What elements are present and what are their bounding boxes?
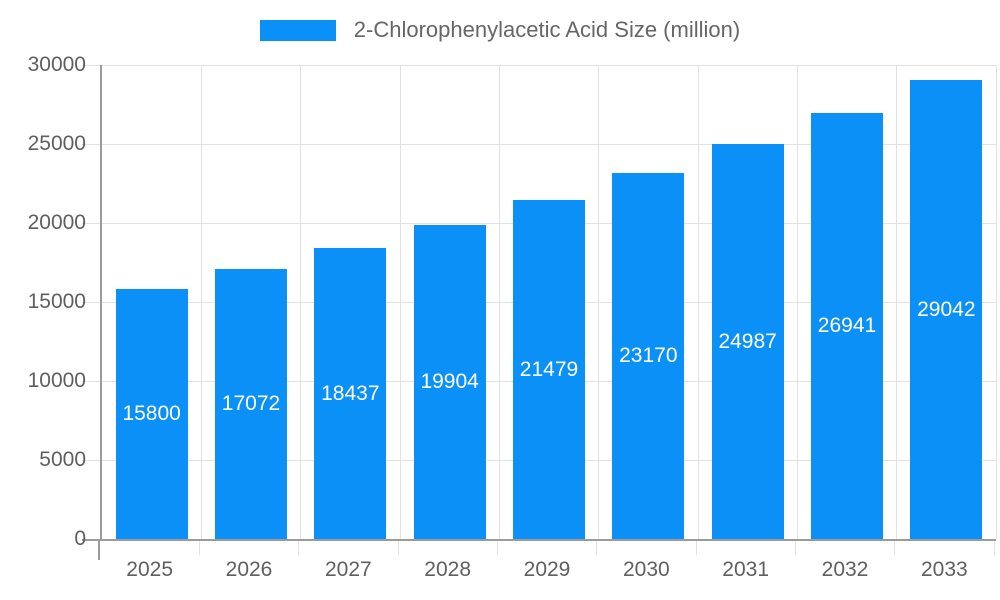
x-axis-tick <box>98 541 100 560</box>
x-tick-label-2030: 2030 <box>622 558 670 581</box>
gridline-vertical <box>200 65 202 539</box>
y-axis-tick <box>82 459 100 461</box>
y-tick-label: 25000 <box>27 132 86 155</box>
y-tick-label: 10000 <box>27 369 86 392</box>
plot-area: 15800 17072 18437 19904 21479 23170 24987 26941… <box>100 64 997 541</box>
bar-2029[interactable]: 21479 <box>513 200 585 539</box>
x-tick-label-2029: 2029 <box>523 558 571 581</box>
x-axis-tick <box>298 541 300 555</box>
y-tick-label: 15000 <box>27 290 86 313</box>
bar-value-label: 21479 <box>519 357 579 381</box>
x-tick-label-2026: 2026 <box>225 558 273 581</box>
chart-legend[interactable]: 2-Chlorophenylacetic Acid Size (million) <box>0 17 1000 43</box>
gridline-vertical <box>995 65 997 539</box>
bar-value-label: 19904 <box>420 370 479 393</box>
y-axis-tick <box>82 143 100 145</box>
x-tick-label-2025: 2025 <box>126 558 174 581</box>
x-axis-tick <box>596 541 598 555</box>
bar-2028[interactable]: 19904 <box>413 225 486 539</box>
x-tick-label-2032: 2032 <box>821 558 869 581</box>
bar-2027[interactable]: 18437 <box>314 248 387 539</box>
x-tick-label-2033: 2033 <box>920 558 968 581</box>
x-axis-tick <box>198 541 200 555</box>
y-tick-label: 5000 <box>39 448 86 471</box>
gridline-horizontal <box>102 143 996 145</box>
x-tick-label-2031: 2031 <box>722 558 770 581</box>
y-tick-label: 30000 <box>27 53 86 76</box>
bar-value-label: 26941 <box>817 314 877 337</box>
y-axis-tick <box>82 301 100 303</box>
x-axis-tick <box>695 541 697 555</box>
bar-2033[interactable]: 29042 <box>910 80 983 539</box>
bar-value-label: 15800 <box>122 402 181 425</box>
y-axis-tick <box>82 64 100 66</box>
y-axis-tick <box>82 222 100 224</box>
bar-value-label: 17072 <box>221 392 281 415</box>
bar-value-label: 24987 <box>718 329 777 353</box>
x-axis-tick <box>993 541 995 555</box>
x-axis-tick <box>496 541 498 555</box>
bar-2030[interactable]: 23170 <box>612 173 685 539</box>
gridline-vertical <box>399 65 401 539</box>
gridline-vertical <box>896 65 898 539</box>
x-axis-tick <box>397 541 399 555</box>
bar-value-label: 29042 <box>917 297 976 321</box>
gridline-vertical <box>498 65 500 539</box>
gridline-horizontal <box>102 64 996 66</box>
gridline-vertical <box>300 65 302 539</box>
legend-label: 2-Chlorophenylacetic Acid Size (million) <box>353 17 741 42</box>
bar-2031[interactable]: 24987 <box>711 144 784 539</box>
gridline-vertical <box>796 65 798 539</box>
y-tick-label: 0 <box>74 527 86 550</box>
x-tick-label-2027: 2027 <box>324 558 372 581</box>
y-tick-label: 20000 <box>27 211 86 234</box>
y-axis-tick <box>82 380 100 382</box>
gridline-vertical <box>697 65 699 539</box>
x-axis-tick <box>794 541 796 555</box>
bar-2032[interactable]: 26941 <box>811 113 883 539</box>
x-axis-tick <box>894 541 896 555</box>
bar-value-label: 23170 <box>619 344 678 367</box>
gridline-vertical <box>598 65 600 539</box>
y-axis-tick <box>82 539 100 541</box>
x-tick-label-2028: 2028 <box>424 558 472 581</box>
legend-swatch-icon <box>259 19 336 41</box>
bar-2025[interactable]: 15800 <box>115 289 188 539</box>
bar-2026[interactable]: 17072 <box>215 269 287 539</box>
bar-value-label: 18437 <box>321 381 380 405</box>
